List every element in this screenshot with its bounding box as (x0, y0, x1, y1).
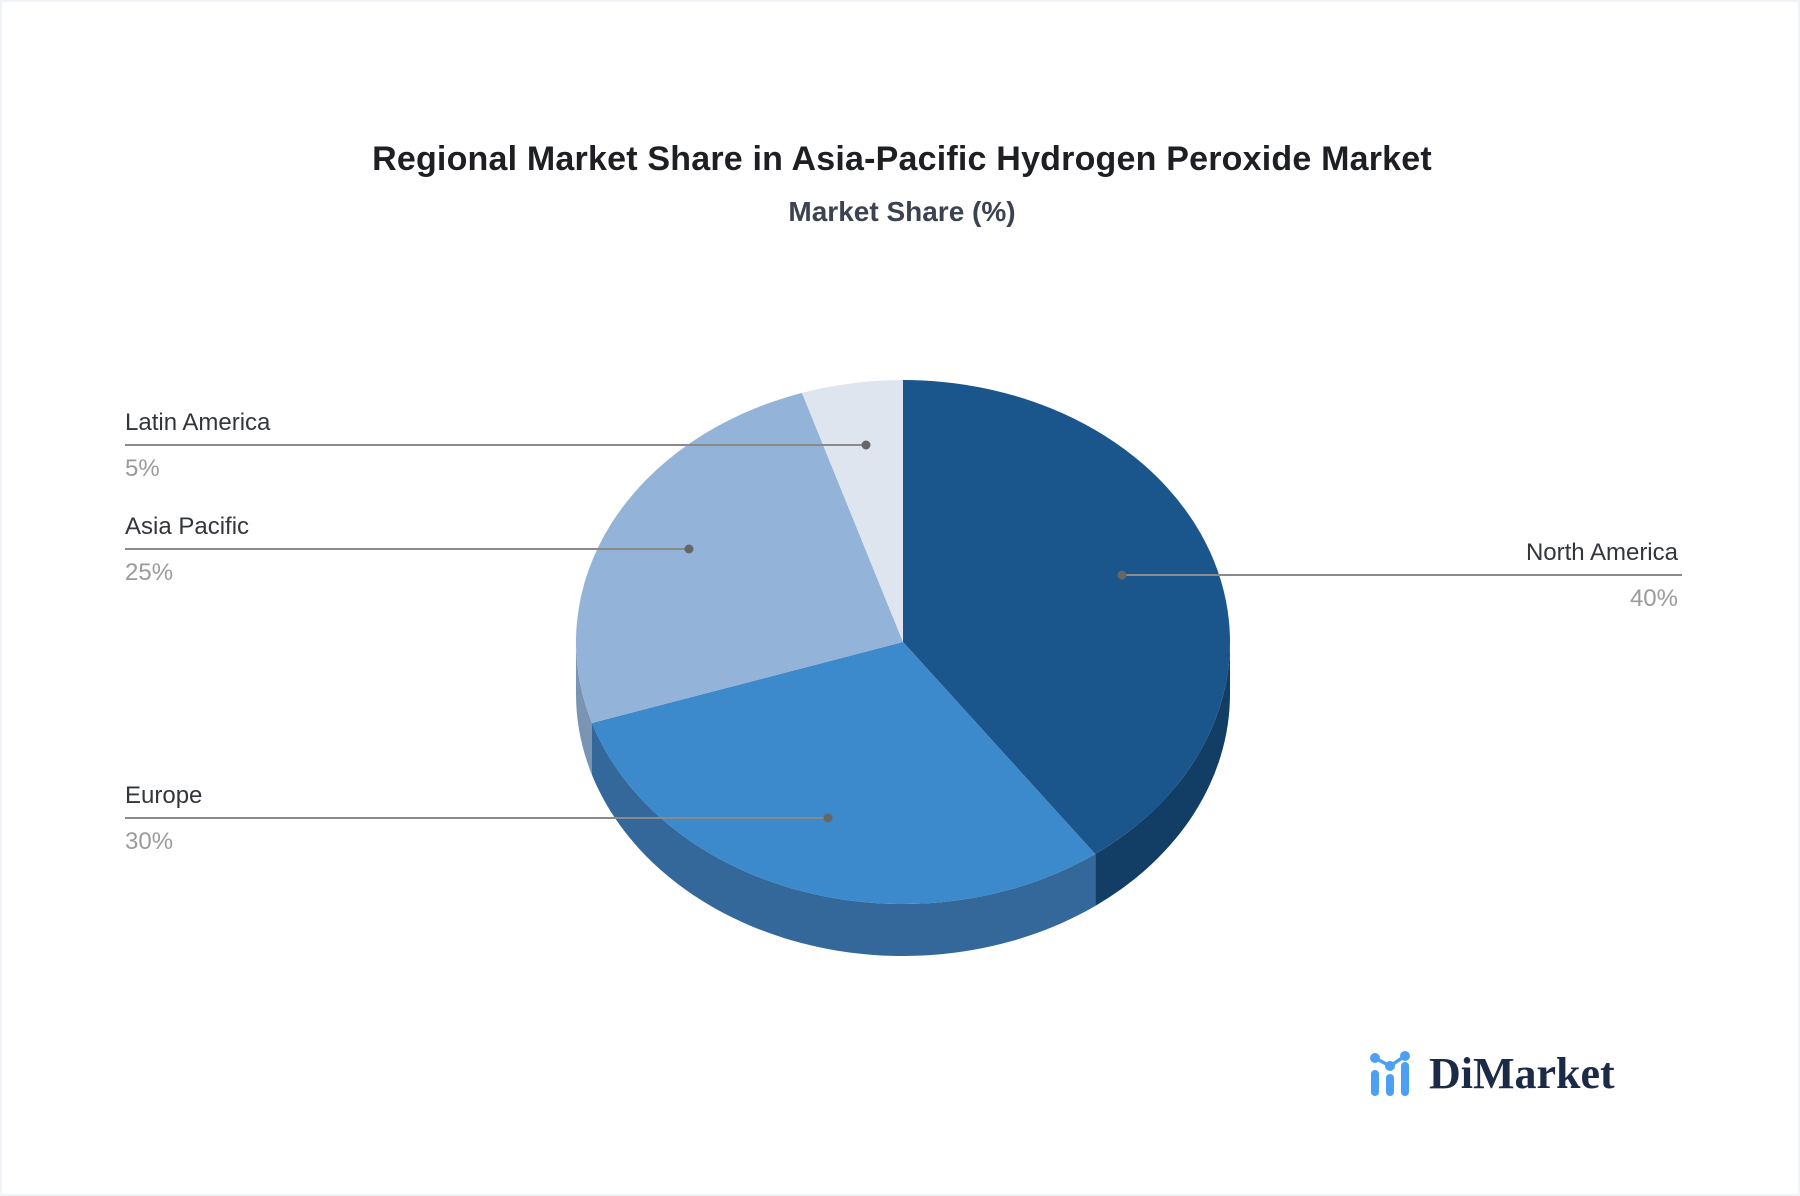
pie-slice-asia-pacific[interactable] (576, 392, 903, 723)
pie-side-europe (592, 722, 1096, 956)
slice-name: Latin America (125, 409, 271, 436)
slice-label-north-america: North America 40% (1526, 539, 1678, 613)
slice-value: 25% (125, 559, 174, 586)
leader-dot-north-america (1117, 570, 1127, 580)
slice-name: North America (1525, 539, 1678, 566)
slice-value: 40% (1629, 585, 1678, 612)
slice-name: Europe (125, 782, 203, 809)
pie-side-asia-pacific (576, 642, 593, 775)
slice-value: 30% (125, 828, 174, 855)
leader-dot-latin-america (861, 440, 871, 450)
chart-subtitle: Market Share (%) (788, 196, 1016, 227)
bar-chart-trend-icon (1370, 1050, 1410, 1096)
dimarket-logo: DiMarket (1369, 1048, 1615, 1099)
leader-dot-europe (823, 813, 833, 823)
chart-title: Regional Market Share in Asia-Pacific Hy… (372, 140, 1432, 178)
pie-side-north-america (1095, 642, 1230, 906)
leader-dot-asia-pacific (684, 544, 694, 554)
slice-name: Asia Pacific (125, 513, 250, 540)
slice-label-europe: Europe 30% (125, 782, 202, 856)
pie-slice-north-america[interactable] (903, 380, 1231, 854)
slice-value: 5% (125, 455, 160, 482)
slice-label-latin-america: Latin America 5% (125, 409, 270, 483)
slice-label-asia-pacific: Asia Pacific 25% (125, 513, 249, 587)
logo-text: DiMarket (1429, 1049, 1615, 1098)
pie-slice-europe[interactable] (592, 642, 1096, 905)
